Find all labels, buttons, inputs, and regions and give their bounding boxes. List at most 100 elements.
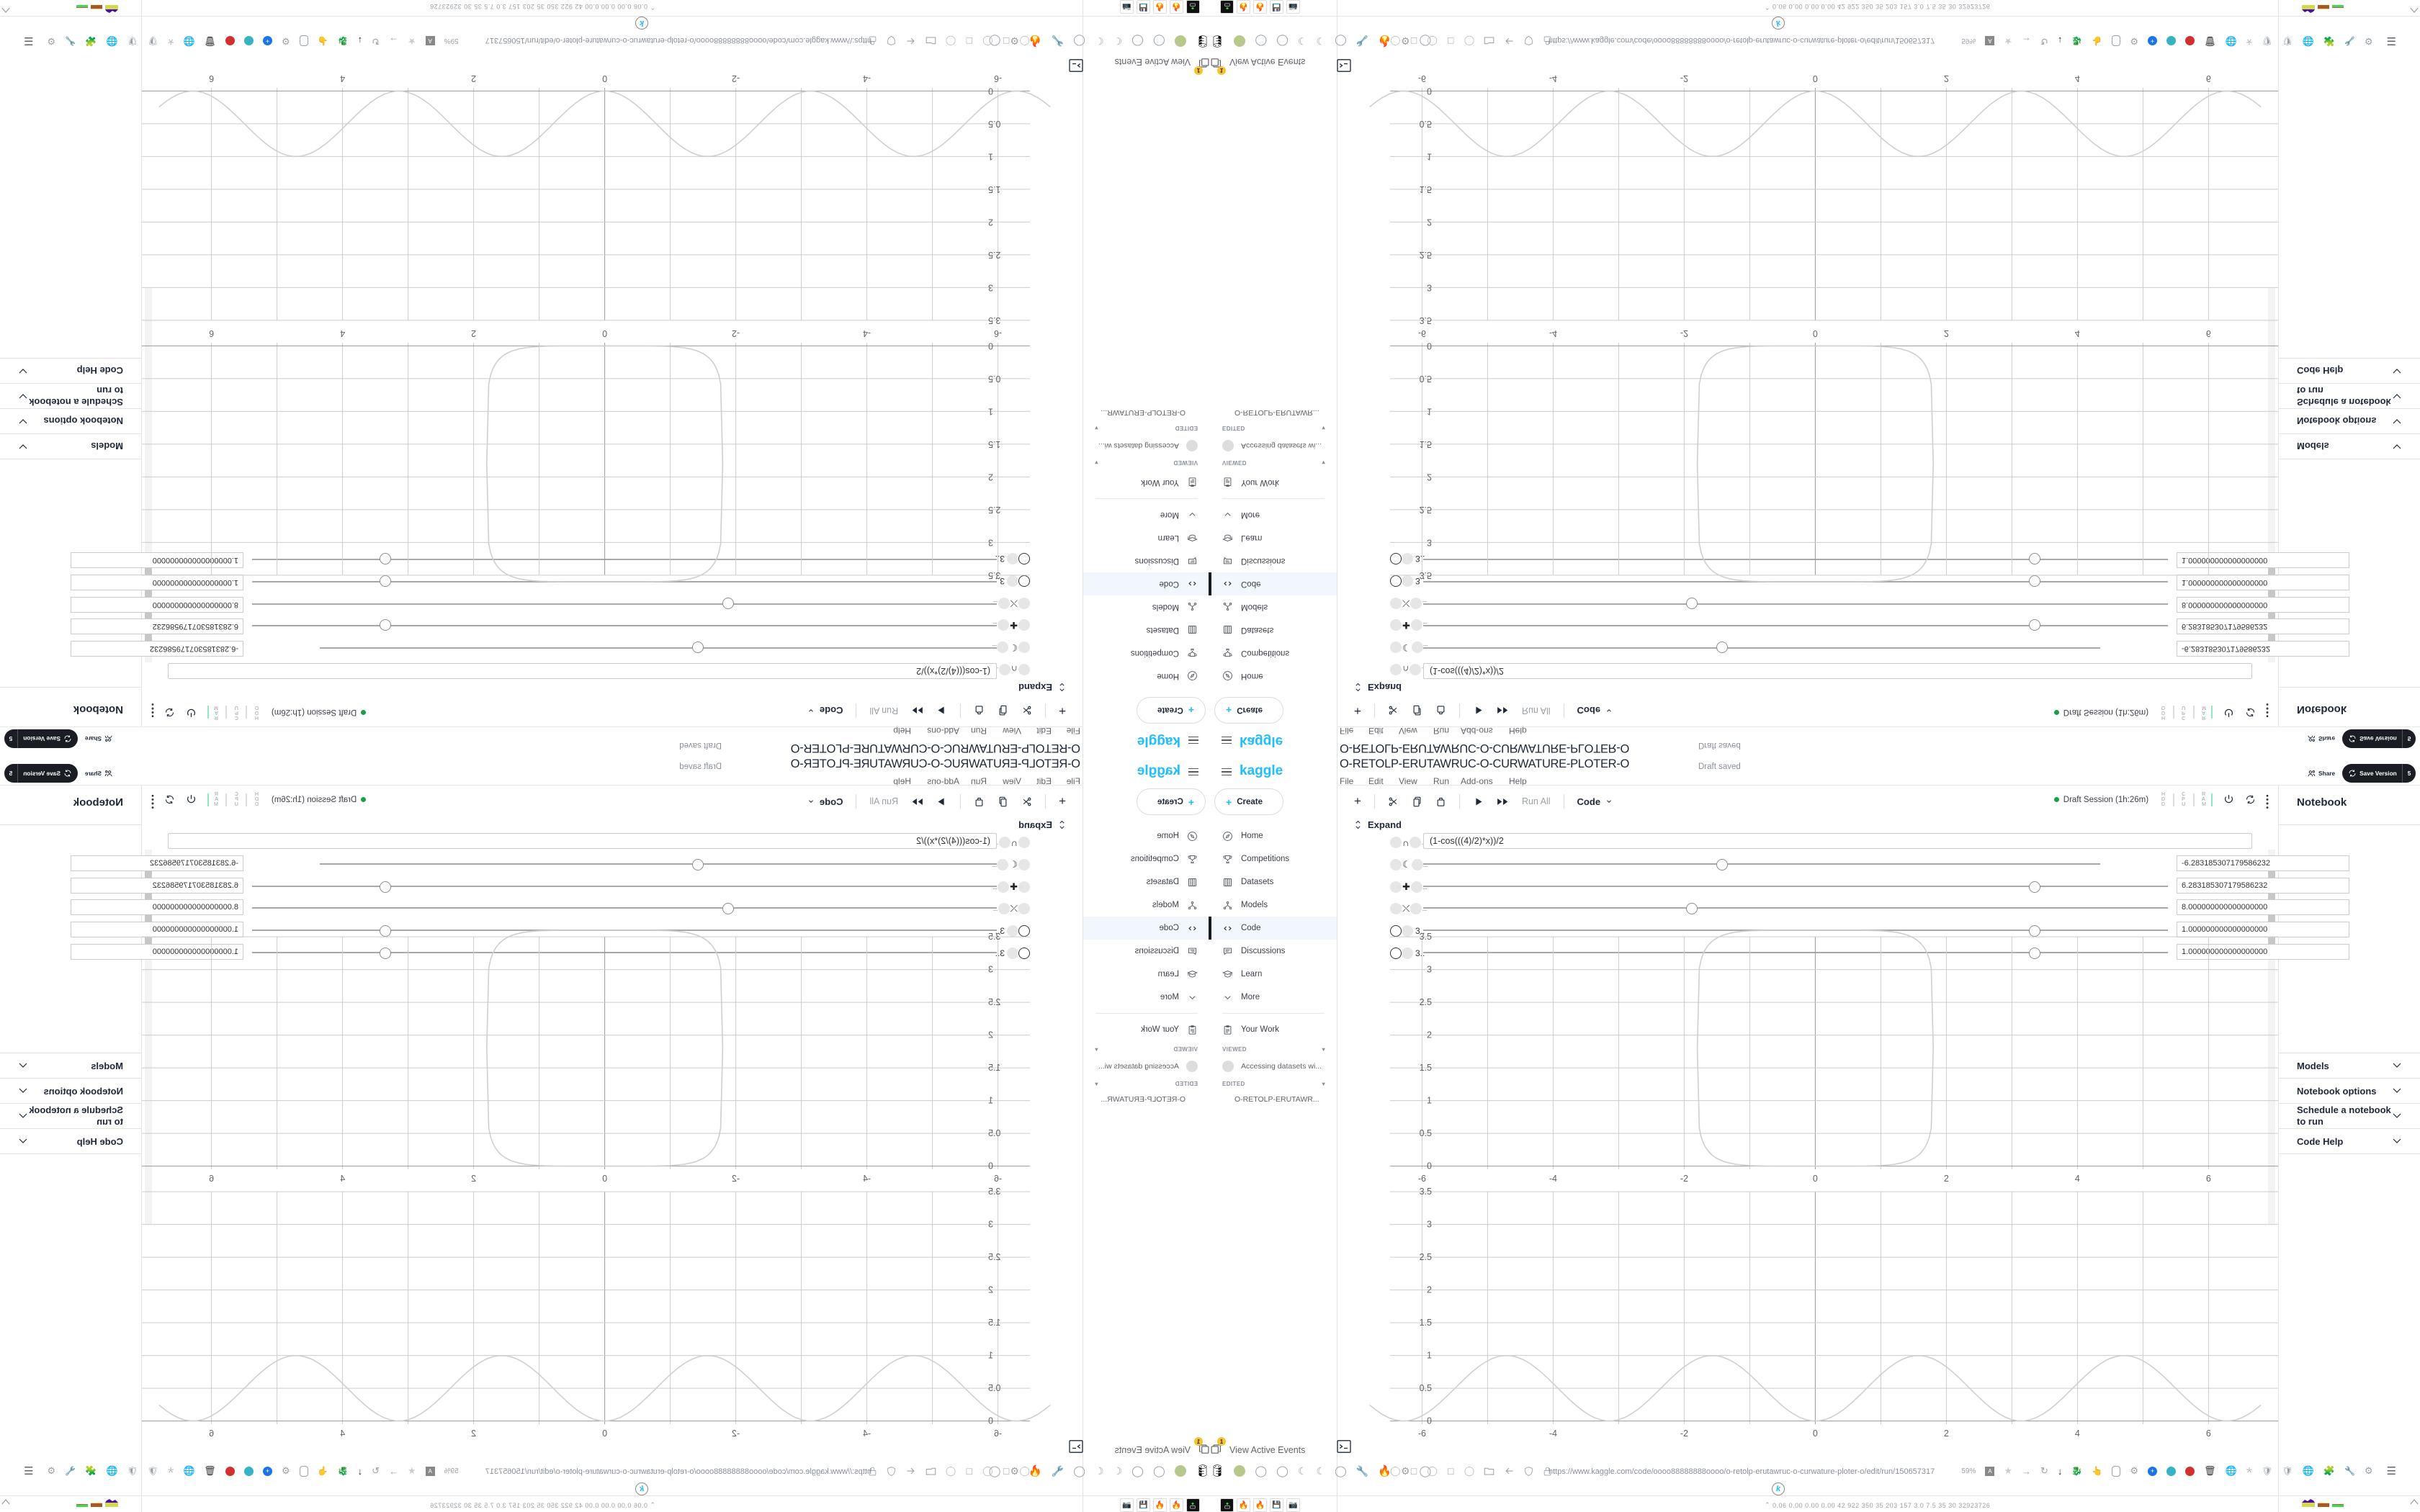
svg-text:6: 6	[2206, 1428, 2211, 1439]
svg-text:0.5: 0.5	[988, 374, 1000, 384]
svg-text:4: 4	[2075, 1174, 2080, 1184]
svg-text:2: 2	[471, 1174, 476, 1184]
svg-text:1: 1	[988, 151, 993, 161]
svg-text:3: 3	[1427, 965, 1432, 975]
svg-text:2: 2	[988, 217, 993, 227]
svg-text:3.5: 3.5	[988, 1187, 1000, 1197]
svg-text:3: 3	[988, 537, 993, 547]
svg-text:0: 0	[988, 341, 993, 351]
svg-text:4: 4	[2075, 1428, 2080, 1439]
svg-text:4: 4	[2075, 73, 2080, 84]
svg-text:3: 3	[988, 965, 993, 975]
svg-text:-4: -4	[1549, 1428, 1557, 1439]
svg-text:-4: -4	[1549, 328, 1557, 338]
svg-text:1.5: 1.5	[1420, 439, 1432, 449]
svg-text:-6: -6	[994, 73, 1002, 84]
svg-text:-2: -2	[732, 328, 740, 338]
svg-text:-4: -4	[863, 1428, 871, 1439]
svg-text:3.5: 3.5	[988, 315, 1000, 325]
svg-text:0.5: 0.5	[1420, 119, 1432, 129]
svg-text:3.5: 3.5	[988, 932, 1000, 942]
svg-text:1.5: 1.5	[988, 1318, 1000, 1328]
svg-text:-2: -2	[732, 1428, 740, 1439]
svg-text:2: 2	[988, 472, 993, 482]
svg-text:1.5: 1.5	[1420, 1318, 1432, 1328]
svg-text:-2: -2	[732, 1174, 740, 1184]
svg-text:0: 0	[1427, 341, 1432, 351]
svg-text:6: 6	[209, 73, 214, 84]
svg-text:0.5: 0.5	[1420, 1128, 1432, 1138]
svg-text:2.5: 2.5	[1420, 250, 1432, 260]
svg-text:6: 6	[2206, 1174, 2211, 1184]
svg-text:-4: -4	[863, 1174, 871, 1184]
svg-text:1.5: 1.5	[988, 184, 1000, 194]
svg-text:0: 0	[602, 73, 607, 84]
svg-text:2: 2	[1427, 472, 1432, 482]
svg-text:0: 0	[1427, 1416, 1432, 1426]
svg-text:0.5: 0.5	[988, 119, 1000, 129]
svg-text:4: 4	[340, 328, 345, 338]
svg-text:2: 2	[1944, 1174, 1949, 1184]
svg-text:4: 4	[340, 73, 345, 84]
svg-text:2: 2	[1944, 73, 1949, 84]
svg-text:3: 3	[988, 1220, 993, 1230]
svg-text:3: 3	[1427, 537, 1432, 547]
svg-text:1: 1	[1427, 151, 1432, 161]
svg-text:1: 1	[988, 1351, 993, 1361]
svg-text:2.5: 2.5	[988, 505, 1000, 515]
svg-text:2: 2	[1427, 1285, 1432, 1295]
svg-text:2: 2	[1944, 1428, 1949, 1439]
svg-text:3: 3	[988, 282, 993, 292]
svg-text:2: 2	[471, 328, 476, 338]
svg-text:0.5: 0.5	[1420, 1383, 1432, 1393]
svg-text:-2: -2	[732, 73, 740, 84]
svg-text:-2: -2	[1680, 1174, 1688, 1184]
svg-text:2.5: 2.5	[988, 997, 1000, 1007]
svg-text:3.5: 3.5	[1420, 932, 1432, 942]
svg-text:2: 2	[471, 1428, 476, 1439]
svg-text:2.5: 2.5	[1420, 505, 1432, 515]
svg-text:2: 2	[1427, 1030, 1432, 1040]
svg-text:1: 1	[1427, 406, 1432, 416]
svg-text:1.5: 1.5	[988, 439, 1000, 449]
svg-text:6: 6	[2206, 328, 2211, 338]
svg-text:3.5: 3.5	[1420, 570, 1432, 580]
svg-text:3: 3	[1427, 282, 1432, 292]
svg-text:-4: -4	[863, 328, 871, 338]
svg-text:0: 0	[988, 1416, 993, 1426]
svg-text:0: 0	[1427, 1161, 1432, 1171]
svg-text:0: 0	[1813, 328, 1818, 338]
svg-text:2: 2	[1427, 217, 1432, 227]
svg-text:-6: -6	[1418, 328, 1426, 338]
svg-text:4: 4	[340, 1428, 345, 1439]
svg-text:0.5: 0.5	[988, 1383, 1000, 1393]
svg-text:0: 0	[988, 86, 993, 96]
svg-text:2: 2	[988, 1030, 993, 1040]
svg-text:-2: -2	[1680, 73, 1688, 84]
svg-text:0: 0	[1813, 73, 1818, 84]
svg-text:1.5: 1.5	[988, 1063, 1000, 1073]
svg-text:0: 0	[602, 1174, 607, 1184]
svg-text:3: 3	[1427, 1220, 1432, 1230]
svg-text:-6: -6	[1418, 1428, 1426, 1439]
svg-text:6: 6	[209, 1428, 214, 1439]
svg-text:6: 6	[2206, 73, 2211, 84]
svg-text:1.5: 1.5	[1420, 1063, 1432, 1073]
svg-text:0: 0	[1813, 1428, 1818, 1439]
svg-text:3.5: 3.5	[988, 570, 1000, 580]
svg-text:2.5: 2.5	[1420, 1252, 1432, 1262]
svg-text:-6: -6	[994, 328, 1002, 338]
svg-text:2: 2	[471, 73, 476, 84]
svg-text:2.5: 2.5	[1420, 997, 1432, 1007]
svg-text:1.5: 1.5	[1420, 184, 1432, 194]
svg-text:0.5: 0.5	[1420, 374, 1432, 384]
svg-text:3.5: 3.5	[1420, 315, 1432, 325]
svg-text:3.5: 3.5	[1420, 1187, 1432, 1197]
svg-text:0.5: 0.5	[988, 1128, 1000, 1138]
svg-text:2: 2	[1944, 328, 1949, 338]
svg-text:0: 0	[602, 328, 607, 338]
svg-text:-4: -4	[1549, 1174, 1557, 1184]
svg-text:0: 0	[1813, 1174, 1818, 1184]
svg-text:0: 0	[602, 1428, 607, 1439]
svg-text:6: 6	[209, 1174, 214, 1184]
